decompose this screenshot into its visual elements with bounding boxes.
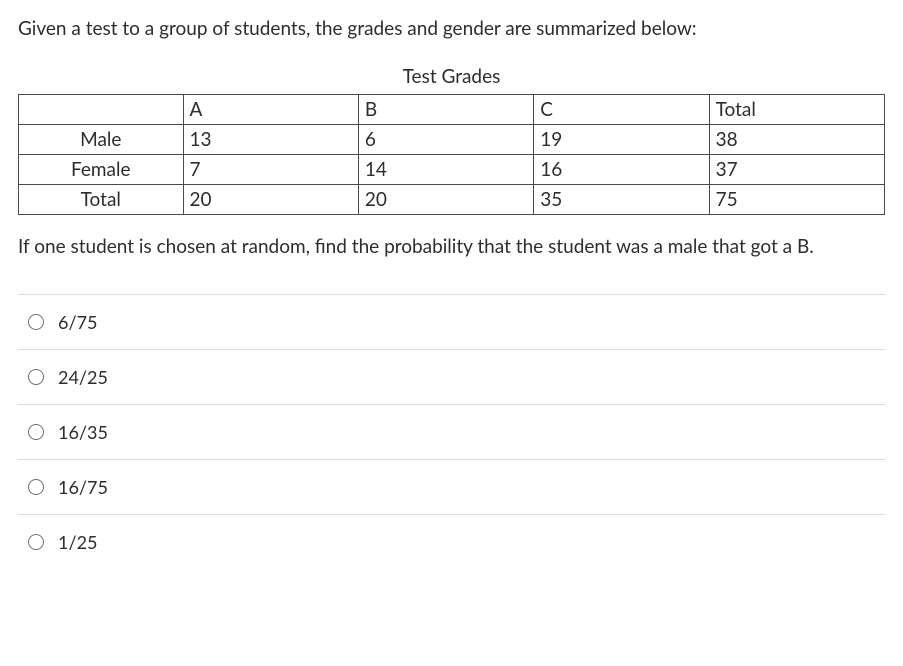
table-cell: 19 [534,124,709,154]
table-header-cell: A [183,94,358,124]
answer-option[interactable]: 16/75 [18,460,885,515]
table-header-row: A B C Total [19,94,885,124]
table-row-head: Total [19,184,184,214]
answer-option[interactable]: 24/25 [18,350,885,405]
answer-option-label: 6/75 [58,311,97,333]
answer-option-label: 1/25 [58,531,97,553]
table-row-head: Male [19,124,184,154]
table-cell: 20 [183,184,358,214]
answer-option[interactable]: 16/35 [18,405,885,460]
answer-option-label: 16/75 [58,476,108,498]
table-cell: 7 [183,154,358,184]
radio-icon [28,534,44,550]
table-cell: 14 [358,154,533,184]
table-cell: 13 [183,124,358,154]
table-header-cell: C [534,94,709,124]
radio-icon [28,479,44,495]
table-cell: 37 [709,154,884,184]
table-header-cell [19,94,184,124]
answer-options: 6/75 24/25 16/35 16/75 1/25 [18,294,885,559]
question-intro: Given a test to a group of students, the… [18,16,885,43]
table-cell: 6 [358,124,533,154]
data-table: A B C Total Male 13 6 19 38 Female 7 14 … [18,94,885,215]
table-cell: 38 [709,124,884,154]
table-row: Male 13 6 19 38 [19,124,885,154]
answer-option-label: 24/25 [58,366,108,388]
table-cell: 16 [534,154,709,184]
question-followup: If one student is chosen at random, find… [18,233,885,261]
radio-icon [28,424,44,440]
answer-option[interactable]: 6/75 [18,295,885,350]
table-row-head: Female [19,154,184,184]
table-row: Female 7 14 16 37 [19,154,885,184]
table-cell: 20 [358,184,533,214]
answer-option[interactable]: 1/25 [18,515,885,559]
table-header-cell: B [358,94,533,124]
answer-option-label: 16/35 [58,421,108,443]
table-row: Total 20 20 35 75 [19,184,885,214]
table-cell: 75 [709,184,884,214]
radio-icon [28,314,44,330]
table-title: Test Grades [18,65,885,88]
table-header-cell: Total [709,94,884,124]
radio-icon [28,369,44,385]
table-cell: 35 [534,184,709,214]
